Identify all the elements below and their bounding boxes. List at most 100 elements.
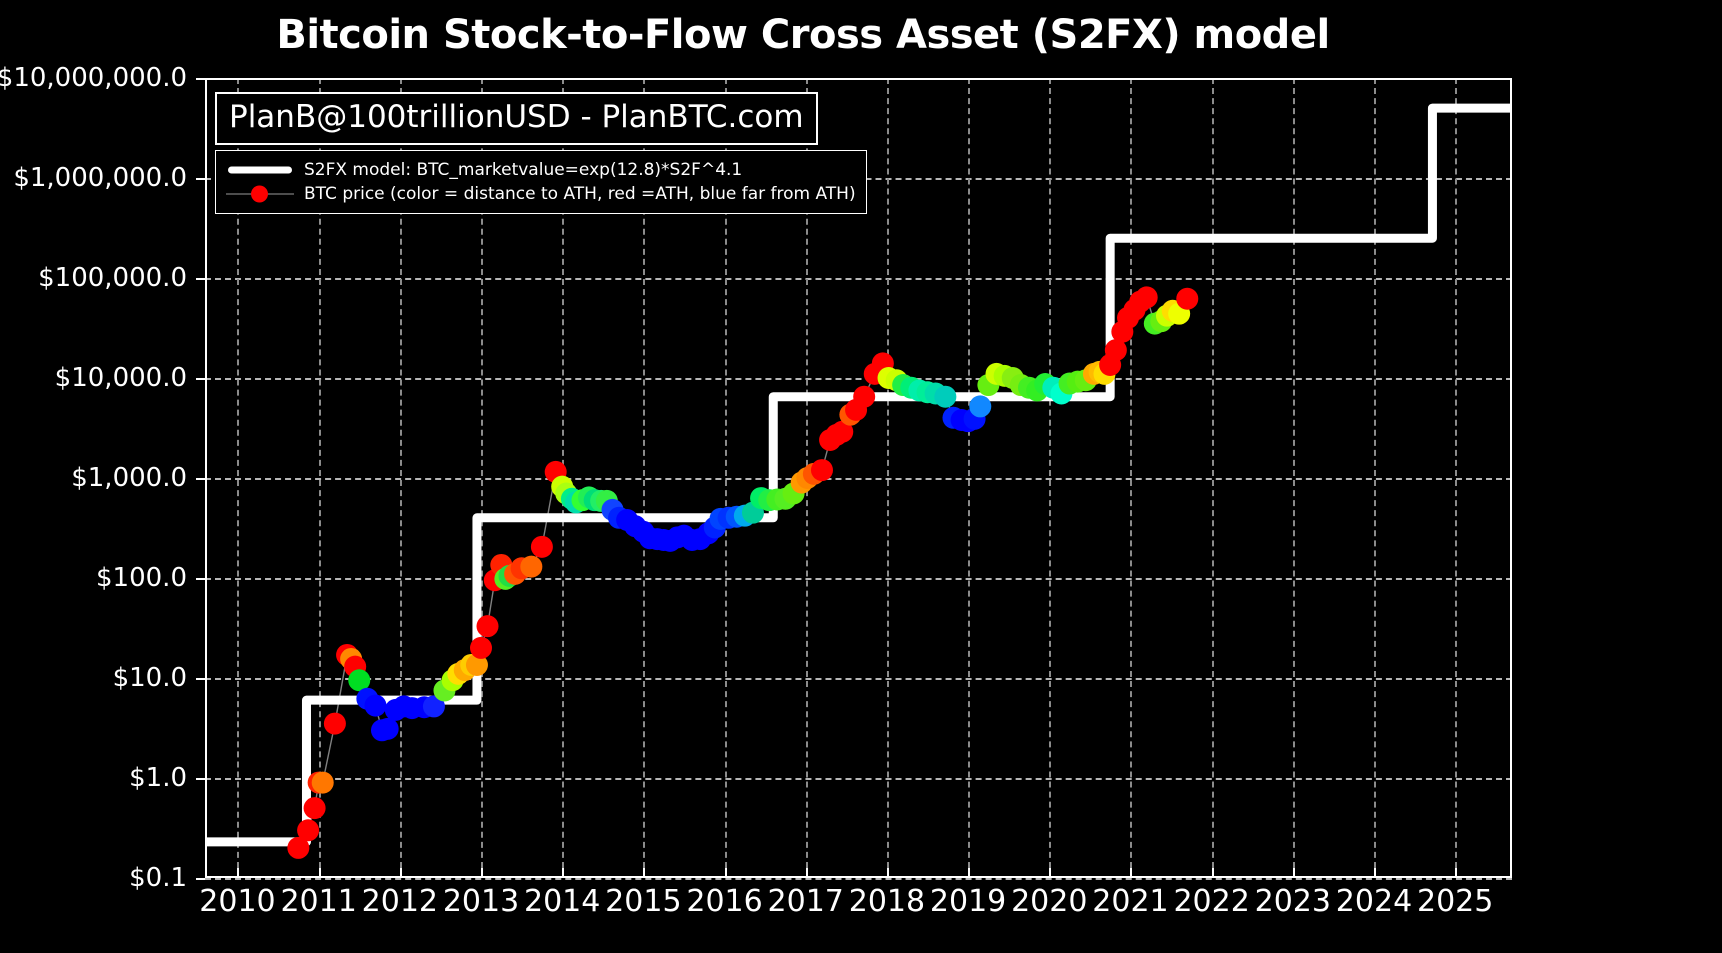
x-axis-tick-mark [1049, 868, 1052, 877]
price-dot [348, 669, 371, 692]
x-axis-tick-label: 2019 [929, 884, 1007, 919]
gridline-vertical [968, 78, 971, 878]
price-dot [422, 695, 445, 718]
legend-entry-price: BTC price (color = distance to ATH, red … [224, 182, 856, 206]
x-axis-tick-label: 2013 [442, 884, 520, 919]
x-axis-tick-mark [724, 868, 727, 877]
price-dot [323, 712, 346, 735]
gridline-horizontal [205, 278, 1512, 280]
gridline-horizontal [205, 378, 1512, 380]
price-dot [934, 385, 957, 408]
y-axis-tick-label: $10,000.0 [54, 363, 187, 393]
y-axis-line [205, 78, 207, 878]
x-axis-tick-mark [237, 868, 240, 877]
gridline-vertical [886, 78, 889, 878]
x-axis-tick-mark [318, 868, 321, 877]
x-axis-tick-labels: 2010 2011 2012 2013 2014 2015 2016 2017 2018 2019… [199, 884, 1512, 944]
price-dot [1104, 339, 1127, 362]
y-axis-tick-mark [196, 778, 205, 780]
price-dot [364, 694, 387, 717]
x-axis-tick-label: 2010 [199, 884, 276, 919]
data-layer [205, 103, 1512, 859]
chart-legend: S2FX model: BTC_marketvalue=exp(12.8)*S2… [215, 150, 867, 214]
gridline-vertical [1292, 78, 1295, 878]
s2fx-model-step-line [205, 103, 1512, 847]
y-axis-tick-label: $1,000.0 [71, 463, 187, 493]
gridline-vertical [1373, 78, 1376, 878]
y-axis-tick-labels: $0.1 $1.0 $10.0 $100.0 $1,000.0 $10,000.0 $100… [0, 63, 205, 893]
s2fx-model-path [205, 103, 1512, 847]
plot-wrapper: PlanB@100trillionUSD - PlanBTC.com S2FX … [196, 78, 1512, 880]
price-dot [520, 555, 543, 578]
price-dot [376, 717, 399, 740]
legend-label-model: S2FX model: BTC_marketvalue=exp(12.8)*S2… [304, 160, 743, 180]
x-axis-tick-label: 2025 [1416, 884, 1494, 919]
x-axis-tick-mark [1130, 868, 1133, 877]
watermark-label: PlanB@100trillionUSD - PlanBTC.com [215, 92, 818, 145]
x-axis-tick-mark [1211, 868, 1214, 877]
plot-top-spine [205, 78, 1512, 80]
x-axis-tick-mark [968, 868, 971, 877]
gridline-vertical [643, 78, 646, 878]
x-axis-tick-mark [399, 868, 402, 877]
x-axis-tick-label: 2020 [1011, 884, 1088, 919]
price-dot [287, 836, 310, 859]
y-axis-tick-label: $100.0 [96, 563, 187, 593]
price-dot [1135, 286, 1158, 309]
x-axis-tick-label: 2023 [1254, 884, 1331, 919]
x-axis-tick-label: 2022 [1173, 884, 1250, 919]
x-axis-tick-mark [1292, 868, 1295, 877]
gridline-vertical [1211, 78, 1214, 878]
x-axis-tick-mark [643, 868, 646, 877]
price-dot [476, 615, 499, 638]
red-dot-icon [251, 185, 268, 203]
y-axis-tick-mark [196, 578, 205, 580]
legend-label-price: BTC price (color = distance to ATH, red … [304, 184, 856, 204]
legend-key-price-dot [224, 183, 296, 205]
y-axis-tick-label: $10,000,000.0 [0, 63, 187, 93]
y-axis-tick-mark [196, 478, 205, 480]
price-scatter-dots [287, 286, 1199, 859]
y-axis-tick-label: $1,000,000.0 [13, 163, 187, 193]
y-axis-tick-mark [196, 878, 205, 880]
x-axis-tick-label: 2018 [848, 884, 926, 919]
x-axis-tick-label: 2015 [605, 884, 682, 919]
gridline-vertical [399, 78, 402, 878]
gridline-vertical [1049, 78, 1052, 878]
y-axis-tick-mark [196, 78, 205, 80]
x-axis-tick-label: 2011 [280, 884, 357, 919]
price-dot [311, 771, 334, 794]
price-dot [465, 653, 488, 676]
gridline-horizontal [205, 878, 1512, 880]
page-title: Bitcoin Stock-to-Flow Cross Asset (S2FX)… [0, 12, 1722, 58]
gridline-vertical [724, 78, 727, 878]
x-axis-tick-mark [562, 868, 565, 877]
x-axis-tick-label: 2016 [686, 884, 763, 919]
x-axis-tick-label: 2021 [1092, 884, 1169, 919]
gridline-vertical [237, 78, 240, 878]
y-axis-tick-mark [196, 278, 205, 280]
price-dot [810, 459, 833, 482]
x-axis-tick-mark [1455, 868, 1458, 877]
price-dot [853, 385, 876, 408]
gridline-horizontal [205, 678, 1512, 680]
x-axis-tick-label: 2014 [524, 884, 601, 919]
y-axis-tick-mark [196, 678, 205, 680]
y-axis-tick-mark [196, 178, 205, 180]
y-axis-tick-label: $1.0 [129, 763, 187, 793]
price-dot [530, 535, 553, 558]
x-axis-tick-mark [886, 868, 889, 877]
x-axis-tick-mark [805, 868, 808, 877]
gridline-vertical [481, 78, 483, 878]
x-axis-tick-mark [1373, 868, 1376, 877]
price-dot [303, 797, 326, 820]
gridline-vertical [1130, 78, 1133, 878]
x-axis-line [205, 876, 1512, 878]
price-dot [470, 636, 493, 659]
x-axis-tick-label: 2024 [1335, 884, 1413, 919]
price-dot [969, 395, 992, 418]
x-axis-tick-label: 2017 [767, 884, 844, 919]
gridline-horizontal [205, 478, 1512, 480]
price-dot [297, 819, 320, 842]
